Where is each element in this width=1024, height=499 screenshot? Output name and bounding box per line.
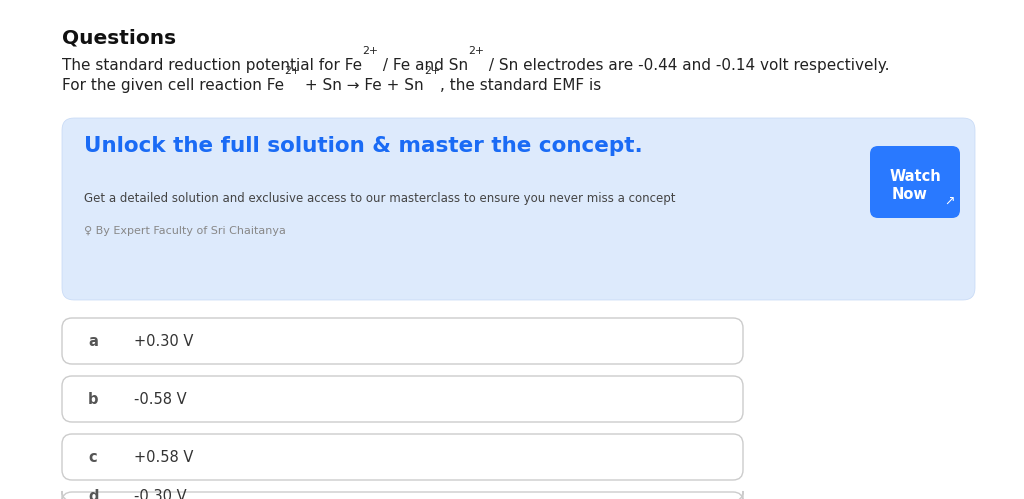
Text: / Sn electrodes are -0.44 and -0.14 volt respectively.: / Sn electrodes are -0.44 and -0.14 volt…	[484, 58, 890, 73]
Text: ♀ By Expert Faculty of Sri Chaitanya: ♀ By Expert Faculty of Sri Chaitanya	[84, 226, 286, 236]
Text: a: a	[88, 333, 98, 348]
Text: Get a detailed solution and exclusive access to our masterclass to ensure you ne: Get a detailed solution and exclusive ac…	[84, 192, 676, 205]
Text: +0.58 V: +0.58 V	[134, 450, 194, 465]
Text: Questions: Questions	[62, 28, 176, 47]
Text: 2+: 2+	[468, 46, 484, 56]
Text: d: d	[88, 489, 98, 499]
FancyBboxPatch shape	[62, 434, 743, 480]
Text: Unlock the full solution & master the concept.: Unlock the full solution & master the co…	[84, 136, 643, 156]
FancyBboxPatch shape	[870, 146, 961, 218]
Text: 2+: 2+	[362, 46, 378, 56]
Text: +0.30 V: +0.30 V	[134, 333, 194, 348]
FancyBboxPatch shape	[62, 318, 743, 364]
Text: Now: Now	[892, 188, 928, 203]
FancyBboxPatch shape	[62, 376, 743, 422]
Text: Watch: Watch	[889, 169, 941, 184]
Text: + Sn → Fe + Sn: + Sn → Fe + Sn	[300, 78, 424, 93]
FancyBboxPatch shape	[62, 491, 743, 499]
Text: , the standard EMF is: , the standard EMF is	[439, 78, 601, 93]
Text: 2+: 2+	[424, 66, 439, 76]
Text: -0.30 V: -0.30 V	[134, 489, 186, 499]
Text: b: b	[88, 392, 98, 407]
FancyBboxPatch shape	[62, 118, 975, 300]
Text: ↗: ↗	[945, 195, 955, 208]
Text: 2+: 2+	[284, 66, 300, 76]
Text: For the given cell reaction Fe: For the given cell reaction Fe	[62, 78, 284, 93]
Text: / Fe and Sn: / Fe and Sn	[378, 58, 468, 73]
Text: -0.58 V: -0.58 V	[134, 392, 186, 407]
Text: c: c	[88, 450, 96, 465]
Text: The standard reduction potential for Fe: The standard reduction potential for Fe	[62, 58, 362, 73]
